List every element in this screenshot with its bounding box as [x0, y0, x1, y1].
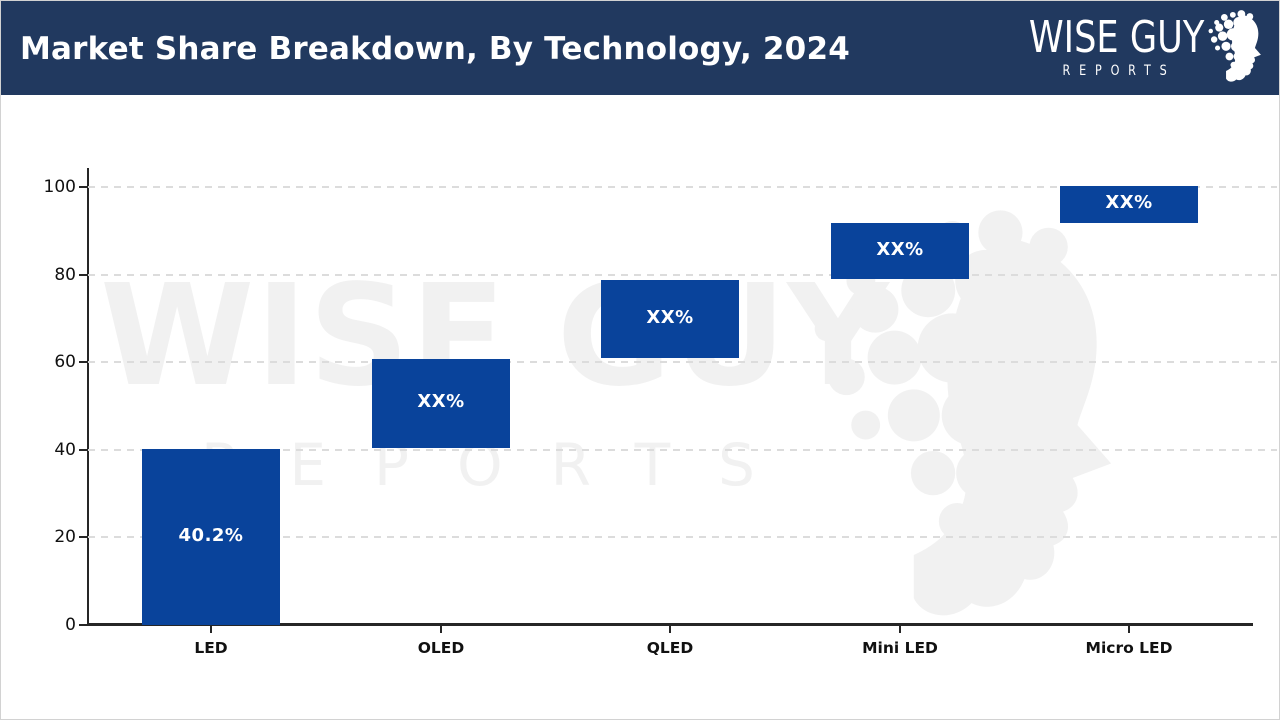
y-axis-line — [87, 168, 89, 626]
gridline — [88, 448, 1277, 451]
brand-logo-text: WISE GUY REPORTS — [1028, 12, 1204, 80]
gridline — [88, 273, 1277, 276]
bar-value-label: XX% — [646, 306, 694, 328]
bar-value-label: 40.2% — [178, 524, 244, 546]
x-axis-line — [87, 623, 1253, 626]
gridline — [88, 536, 1277, 539]
page-title: Market Share Breakdown, By Technology, 2… — [20, 31, 850, 67]
x-axis-category-label: LED — [194, 639, 228, 657]
gridline — [88, 361, 1277, 364]
y-tick-mark — [79, 448, 87, 451]
x-tick-mark — [1128, 626, 1130, 633]
x-tick-mark — [440, 626, 442, 633]
x-axis-category-label: Micro LED — [1085, 639, 1173, 657]
y-tick-label: 80 — [54, 264, 76, 285]
brand-head-icon — [1208, 9, 1261, 82]
x-tick-mark — [669, 626, 671, 633]
y-tick-label: 0 — [65, 615, 76, 635]
bar-value-label: XX% — [417, 391, 465, 413]
x-axis-category-label: OLED — [417, 639, 465, 657]
x-tick-mark — [899, 626, 901, 633]
x-tick-mark — [210, 626, 212, 633]
y-tick-label: 60 — [54, 352, 76, 373]
bar-mini-led — [831, 223, 969, 279]
y-tick-mark — [79, 273, 87, 276]
header-bar: Market Share Breakdown, By Technology, 2… — [0, 0, 1280, 95]
y-tick-mark — [79, 186, 87, 188]
x-axis-category-label: QLED — [646, 639, 694, 657]
y-tick-label: 20 — [54, 527, 76, 548]
y-tick-mark — [79, 536, 87, 539]
bar-value-label: XX% — [1105, 192, 1153, 214]
y-tick-mark — [79, 624, 87, 626]
bar-micro-led — [1060, 185, 1198, 223]
brand-name: WISE GUY — [1028, 12, 1204, 63]
bar-oled — [372, 358, 510, 448]
bar-qled — [601, 279, 739, 358]
y-tick-mark — [79, 361, 87, 364]
x-axis-category-label: Mini LED — [862, 639, 938, 657]
brand-subtitle: REPORTS — [1062, 63, 1176, 79]
y-tick-label: 100 — [43, 177, 76, 197]
bar-value-label: XX% — [876, 239, 924, 261]
brand-logo: WISE GUY REPORTS — [985, 5, 1266, 90]
gridline — [88, 186, 1277, 188]
y-tick-label: 40 — [54, 439, 76, 460]
bar-led — [142, 448, 280, 625]
